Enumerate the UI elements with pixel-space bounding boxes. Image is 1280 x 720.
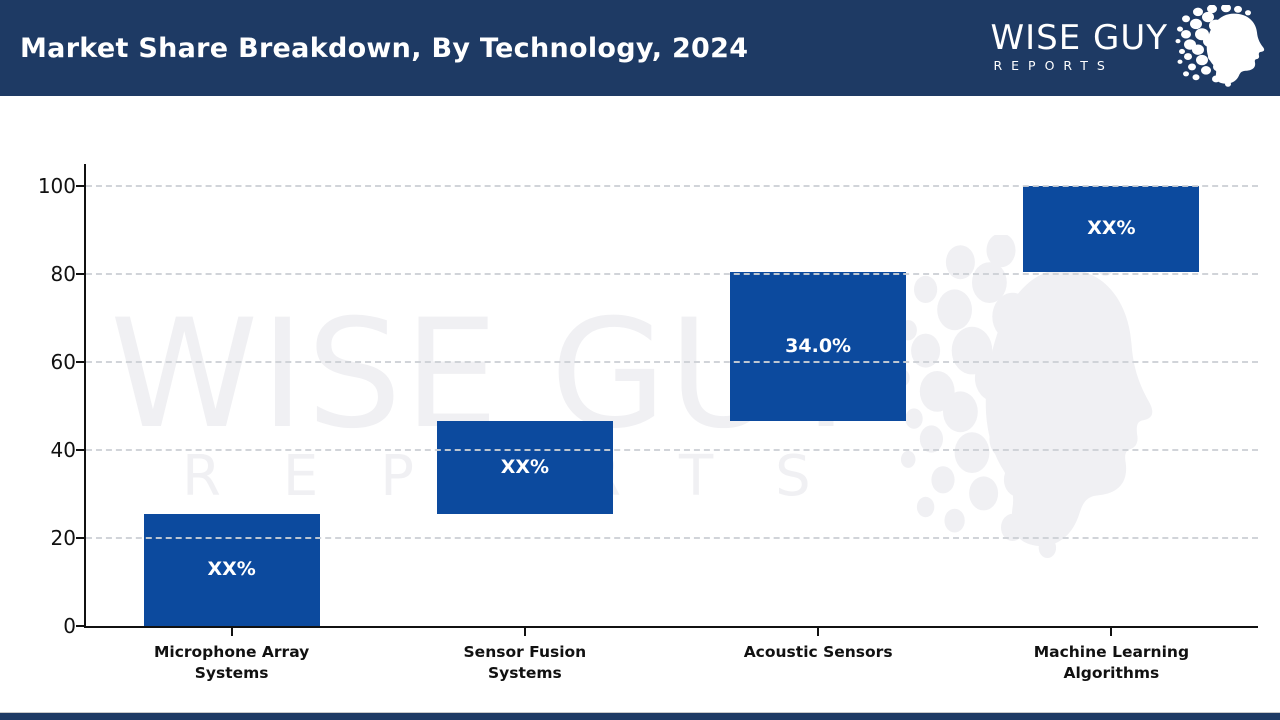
y-axis-tick <box>76 449 84 451</box>
gridline <box>86 361 1258 363</box>
x-axis-tick <box>230 628 233 636</box>
category-label-line: Acoustic Sensors <box>743 643 893 661</box>
category-label: Acoustic Sensors <box>668 642 968 663</box>
bar-value-label: XX% <box>207 557 256 580</box>
bar <box>730 271 907 422</box>
gridline <box>86 185 1258 187</box>
gridline <box>86 449 1258 451</box>
x-axis-tick <box>817 628 820 636</box>
category-label-line: Microphone Array <box>153 643 310 661</box>
y-axis-tick-label: 100 <box>37 174 76 198</box>
category-label-line: Algorithms <box>1063 664 1160 682</box>
brand-logo-subtext: REPORTS <box>993 58 1114 73</box>
bar <box>1023 186 1200 272</box>
y-axis-tick-label: 60 <box>50 350 76 374</box>
y-axis-tick <box>76 537 84 539</box>
footer-bar <box>0 712 1280 720</box>
bar-value-label: 34.0% <box>785 334 852 357</box>
y-axis-tick-label: 0 <box>63 614 76 638</box>
x-axis-tick <box>1110 628 1113 636</box>
x-axis <box>84 626 1258 628</box>
gridline <box>86 273 1258 275</box>
y-axis-tick <box>76 361 84 363</box>
bar <box>143 513 320 626</box>
gridline <box>86 537 1258 539</box>
header-bar: Market Share Breakdown, By Technology, 2… <box>0 0 1280 96</box>
y-axis-tick <box>76 273 84 275</box>
category-label-line: Systems <box>194 664 269 682</box>
y-axis-tick <box>76 185 84 187</box>
y-axis-tick <box>76 625 84 627</box>
category-label: Microphone Array Systems <box>82 642 382 684</box>
category-label-line: Sensor Fusion <box>463 643 587 661</box>
brand-logo-wordmark: WISE GUY <box>990 18 1168 58</box>
category-label: Sensor Fusion Systems <box>375 642 675 684</box>
bar-value-label: XX% <box>500 455 550 478</box>
y-axis-tick-label: 80 <box>50 262 76 286</box>
chart-title: Market Share Breakdown, By Technology, 2… <box>20 32 749 64</box>
y-axis-tick-label: 20 <box>50 526 76 550</box>
category-label-line: Systems <box>487 664 562 682</box>
bar-value-label: XX% <box>1087 216 1136 239</box>
brand-head-dots-icon <box>1175 5 1265 87</box>
category-label-line: Machine Learning <box>1033 643 1190 661</box>
y-axis-tick-label: 40 <box>50 438 76 462</box>
x-axis-tick <box>523 628 526 636</box>
watermark-head-dots-icon <box>895 235 1153 558</box>
category-label: Machine Learning Algorithms <box>961 642 1261 684</box>
y-axis <box>84 164 86 628</box>
bar <box>436 421 613 514</box>
brand-logo: WISE GUY REPORTS <box>990 20 1168 73</box>
